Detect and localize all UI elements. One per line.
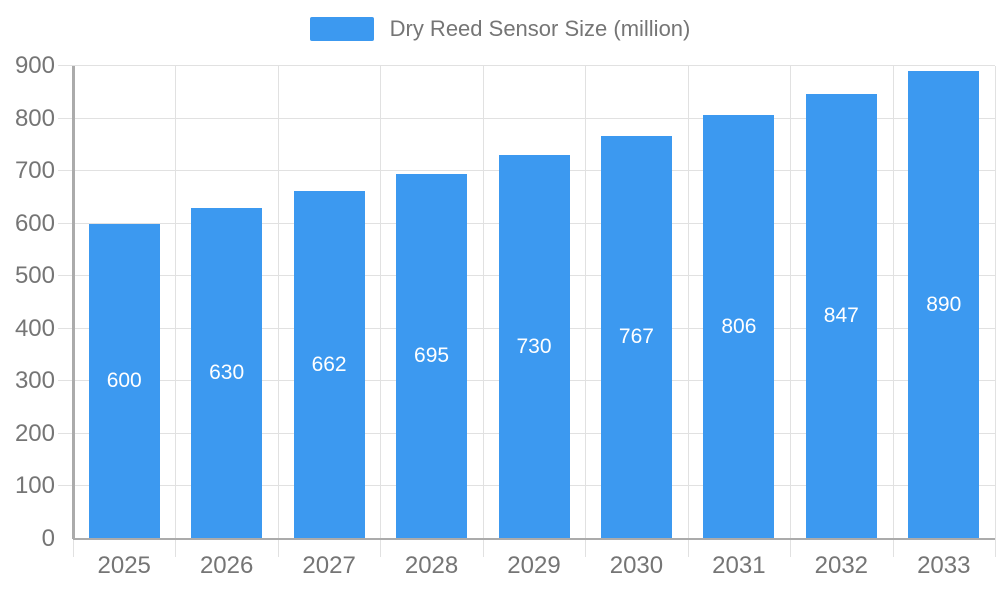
bar-2026: 630: [191, 207, 263, 539]
x-tick-label: 2027: [302, 552, 356, 579]
x-gridline: [687, 66, 689, 557]
bar-value-label: 847: [823, 304, 859, 328]
x-gridline: [482, 66, 484, 557]
bar-2031: 806: [703, 115, 775, 539]
x-axis-line: [73, 538, 995, 540]
x-gridline: [995, 66, 996, 557]
x-gridline: [892, 66, 894, 557]
bar-value-label: 806: [721, 315, 757, 339]
bar-2027: 662: [293, 191, 365, 539]
bar-value-label: 695: [414, 344, 450, 368]
x-gridline: [380, 66, 382, 557]
bar-2032: 847: [805, 93, 877, 539]
bar-2029: 730: [498, 155, 570, 539]
bar-value-label: 630: [209, 361, 245, 385]
y-tick-label: 0: [41, 525, 55, 552]
y-tick-label: 600: [14, 209, 55, 237]
x-gridline: [585, 66, 587, 557]
x-tick-label: 2025: [97, 552, 151, 579]
x-gridline: [277, 66, 279, 557]
chart-legend: Dry Reed Sensor Size (million): [0, 16, 1000, 42]
x-tick-label: 2026: [199, 552, 254, 579]
bar-value-label: 662: [311, 353, 347, 377]
x-tick-label: 2028: [404, 552, 459, 579]
y-tick-label: 300: [14, 367, 55, 395]
y-gridline: [58, 65, 995, 66]
bar-2030: 767: [600, 135, 672, 539]
legend-swatch: [309, 17, 374, 41]
bar-value-label: 890: [926, 293, 962, 317]
plot-area: 600 630 662 695 730 767 806 847 890: [58, 65, 996, 557]
y-tick-label: 200: [14, 419, 55, 447]
y-tick-label: 700: [14, 157, 55, 185]
bar-value-label: 767: [618, 325, 654, 349]
x-tick-label: 2032: [814, 552, 869, 579]
bar-value-label: 600: [106, 369, 142, 393]
y-axis-line: [72, 66, 75, 539]
legend-label: Dry Reed Sensor Size (million): [389, 16, 691, 41]
y-gridline: [58, 117, 995, 119]
x-tick-label: 2031: [712, 552, 766, 579]
y-tick-label: 100: [14, 472, 55, 500]
y-tick-label: 400: [14, 314, 55, 342]
y-tick-label: 500: [14, 262, 55, 290]
x-tick-label: 2033: [917, 552, 971, 579]
x-tick-label: 2030: [609, 552, 664, 579]
bar-2033: 890: [908, 71, 980, 539]
bar-2025: 600: [88, 223, 160, 539]
x-tick-label: 2029: [507, 552, 561, 579]
y-tick-label: 800: [14, 104, 55, 132]
bar-value-label: 730: [516, 335, 552, 359]
bar-2028: 695: [396, 173, 468, 539]
y-tick-label: 900: [14, 52, 55, 79]
x-gridline: [790, 66, 792, 557]
x-gridline: [175, 66, 177, 557]
